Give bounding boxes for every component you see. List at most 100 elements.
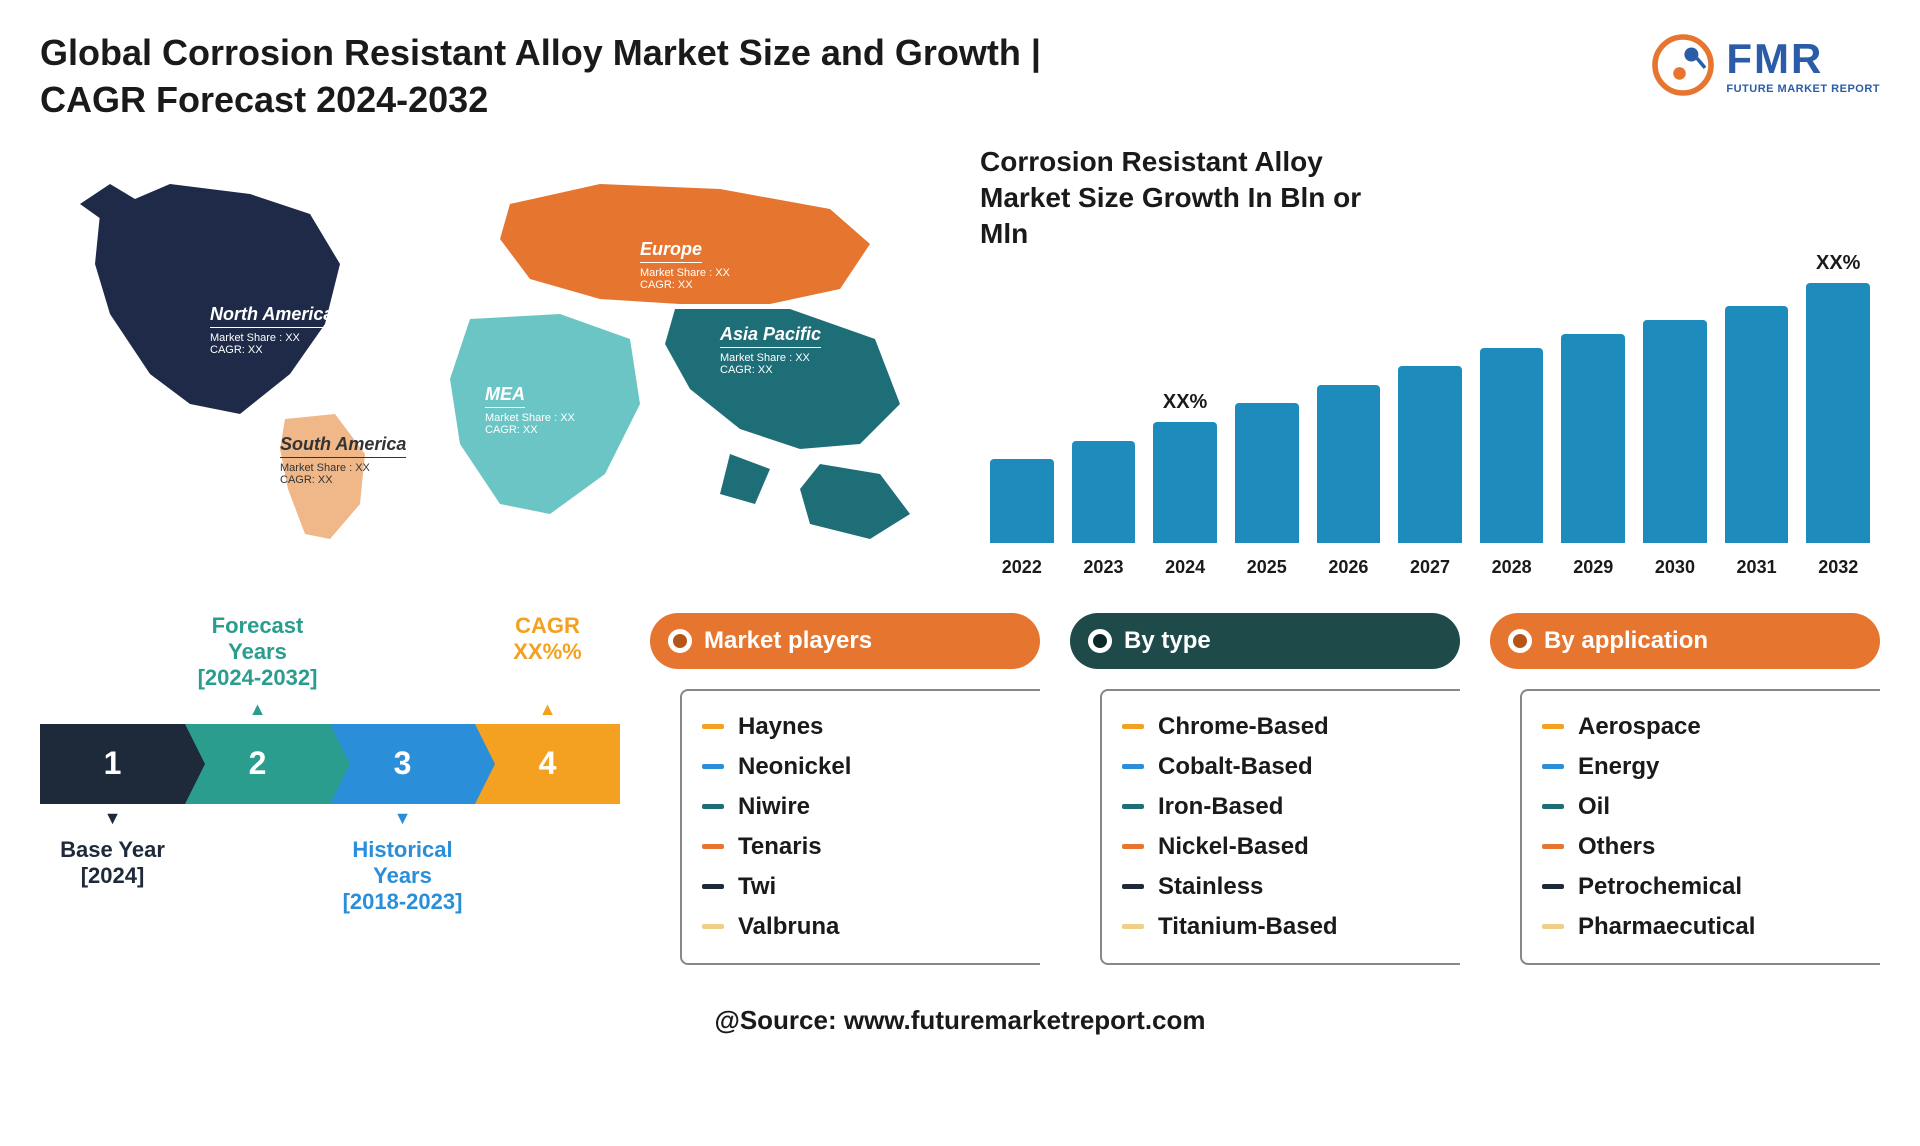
base-year-label: Base Year [2024] (40, 837, 185, 915)
bar-rect (1806, 283, 1870, 543)
list-item-label: Neonickel (738, 753, 851, 781)
timeline-box-1: 1 (40, 724, 185, 804)
bar-rect (1398, 366, 1462, 542)
by-type-header: By type (1070, 613, 1460, 669)
bar-rect (990, 459, 1054, 543)
bar-annotation: XX% (1163, 391, 1207, 414)
by-application-col: By application Aerospace Energy Oil Others P… (1490, 613, 1880, 965)
list-item-label: Chrome-Based (1158, 713, 1329, 741)
globe-spyglass-icon (1648, 30, 1718, 100)
list-item: Chrome-Based (1122, 707, 1460, 747)
list-item: Iron-Based (1122, 787, 1460, 827)
bar-year-label: 2031 (1737, 557, 1777, 578)
bar-2023: 2023 (1072, 441, 1136, 543)
dot-icon (1088, 629, 1112, 653)
bar-rect (1725, 306, 1789, 543)
dash-icon (1542, 924, 1564, 929)
list-item: Twi (702, 867, 1040, 907)
list-item: Stainless (1122, 867, 1460, 907)
bar-2024: 2024XX% (1153, 422, 1217, 543)
list-item: Oil (1542, 787, 1880, 827)
bar-year-label: 2032 (1818, 557, 1858, 578)
dash-icon (702, 844, 724, 849)
market-players-header: Market players (650, 613, 1040, 669)
dash-icon (702, 884, 724, 889)
bar-year-label: 2024 (1165, 557, 1205, 578)
dash-icon (1122, 724, 1144, 729)
list-item: Valbruna (702, 907, 1040, 947)
bar-annotation: XX% (1816, 252, 1860, 275)
list-item-label: Twi (738, 873, 776, 901)
market-players-list: HaynesNeonickelNiwireTenarisTwiValbruna (680, 689, 1040, 965)
bar-year-label: 2030 (1655, 557, 1695, 578)
dot-icon (668, 629, 692, 653)
bar-rect (1317, 385, 1381, 543)
by-application-list: AerospaceEnergyOilOthersPetrochemicalPha… (1520, 689, 1880, 965)
cagr-label: CAGR XX%% (475, 613, 620, 691)
chart-title: Corrosion Resistant Alloy Market Size Gr… (980, 144, 1380, 253)
logo-text-main: FMR (1726, 35, 1880, 83)
list-item: Cobalt-Based (1122, 747, 1460, 787)
timeline-box-2: 2 (185, 724, 330, 804)
region-label-sa: South AmericaMarket Share : XXCAGR: XX (280, 434, 406, 486)
world-map: North AmericaMarket Share : XXCAGR: XX So… (40, 144, 940, 583)
dash-icon (1542, 724, 1564, 729)
bar-chart: Corrosion Resistant Alloy Market Size Gr… (980, 144, 1880, 583)
bar-2022: 2022 (990, 459, 1054, 543)
region-label-na: North AmericaMarket Share : XXCAGR: XX (210, 304, 333, 356)
list-item-label: Haynes (738, 713, 823, 741)
dash-icon (1542, 764, 1564, 769)
bottom-row: Forecast Years [2024-2032] CAGR XX%% ▲▲ … (40, 613, 1880, 965)
region-label-eu: EuropeMarket Share : XXCAGR: XX (640, 239, 730, 291)
list-item: Energy (1542, 747, 1880, 787)
bar-rect (1153, 422, 1217, 543)
main-row: North AmericaMarket Share : XXCAGR: XX So… (40, 144, 1880, 583)
bar-2027: 2027 (1398, 366, 1462, 542)
dash-icon (702, 924, 724, 929)
list-item-label: Aerospace (1578, 713, 1701, 741)
triangle-up-icon: ▲ (185, 699, 330, 720)
bar-year-label: 2028 (1492, 557, 1532, 578)
list-item-label: Cobalt-Based (1158, 753, 1313, 781)
bar-2029: 2029 (1561, 334, 1625, 543)
triangle-down-icon: ▼ (40, 808, 185, 829)
list-item-label: Iron-Based (1158, 793, 1283, 821)
logo-text-sub: FUTURE MARKET REPORT (1726, 83, 1880, 95)
list-item: Titanium-Based (1122, 907, 1460, 947)
timeline-boxes: 1234 (40, 724, 620, 804)
list-item: Aerospace (1542, 707, 1880, 747)
bar-rect (1643, 320, 1707, 543)
timeline-box-3: 3 (330, 724, 475, 804)
bar-year-label: 2029 (1573, 557, 1613, 578)
list-item-label: Titanium-Based (1158, 913, 1338, 941)
historical-label: Historical Years [2018-2023] (330, 837, 475, 915)
dash-icon (702, 804, 724, 809)
header-row: Global Corrosion Resistant Alloy Market … (40, 30, 1880, 124)
list-item-label: Oil (1578, 793, 1610, 821)
dash-icon (702, 724, 724, 729)
list-item: Neonickel (702, 747, 1040, 787)
list-item-label: Stainless (1158, 873, 1263, 901)
bar-rect (1480, 348, 1544, 543)
dash-icon (702, 764, 724, 769)
dash-icon (1122, 884, 1144, 889)
bar-2028: 2028 (1480, 348, 1544, 543)
bar-2031: 2031 (1725, 306, 1789, 543)
fmr-logo: FMR FUTURE MARKET REPORT (1648, 30, 1880, 100)
dot-icon (1508, 629, 1532, 653)
bar-2025: 2025 (1235, 403, 1299, 542)
timeline-box-4: 4 (475, 724, 620, 804)
bar-year-label: 2022 (1002, 557, 1042, 578)
by-type-list: Chrome-Based Cobalt-Based Iron-Based Nickel… (1100, 689, 1460, 965)
market-players-col: Market players HaynesNeonickelNiwireTena… (650, 613, 1040, 965)
bar-year-label: 2023 (1083, 557, 1123, 578)
bar-year-label: 2026 (1328, 557, 1368, 578)
bar-rect (1072, 441, 1136, 543)
list-item-label: Petrochemical (1578, 873, 1742, 901)
page-title: Global Corrosion Resistant Alloy Market … (40, 30, 1090, 124)
list-item-label: Others (1578, 833, 1655, 861)
list-item: Nickel-Based (1122, 827, 1460, 867)
by-application-header: By application (1490, 613, 1880, 669)
source-attribution: @Source: www.futuremarketreport.com (40, 1005, 1880, 1036)
dash-icon (1542, 844, 1564, 849)
